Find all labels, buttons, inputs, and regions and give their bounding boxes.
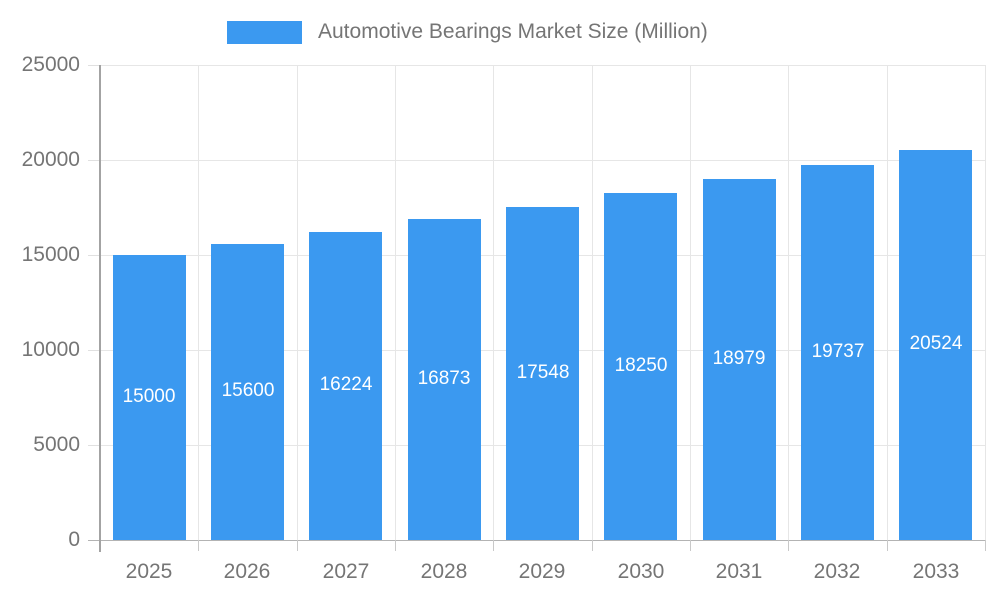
x-tick bbox=[985, 540, 986, 551]
y-tick bbox=[88, 65, 100, 66]
y-tick bbox=[88, 350, 100, 351]
x-tick bbox=[395, 540, 396, 551]
bar-2030[interactable] bbox=[604, 193, 677, 540]
legend-label: Automotive Bearings Market Size (Million… bbox=[318, 20, 708, 43]
x-tick-label: 2028 bbox=[420, 560, 468, 583]
chart-legend: Automotive Bearings Market Size (Million… bbox=[227, 20, 708, 44]
bar-2033[interactable] bbox=[899, 150, 972, 540]
x-tick-label: 2032 bbox=[813, 560, 861, 583]
bar-2026[interactable] bbox=[211, 244, 284, 540]
x-tick-label: 2026 bbox=[223, 560, 271, 583]
x-tick-label: 2033 bbox=[912, 560, 960, 583]
x-tick bbox=[592, 540, 593, 551]
bar-value-label: 20524 bbox=[909, 333, 963, 354]
y-tick-label: 5000 bbox=[33, 433, 80, 456]
bar-value-label: 19737 bbox=[811, 341, 865, 362]
bar-2027[interactable] bbox=[309, 232, 382, 540]
bar-value-label: 18979 bbox=[712, 348, 766, 369]
bar-2031[interactable] bbox=[703, 179, 776, 540]
bar-2025[interactable] bbox=[113, 255, 186, 540]
bar-2028[interactable] bbox=[408, 219, 481, 540]
y-tick-label: 20000 bbox=[21, 148, 80, 171]
x-tick bbox=[690, 540, 691, 551]
legend-swatch bbox=[227, 20, 302, 44]
x-tick-label: 2027 bbox=[322, 560, 370, 583]
x-tick bbox=[493, 540, 494, 551]
x-tick-label: 2025 bbox=[125, 560, 173, 583]
category-gridline bbox=[493, 65, 494, 540]
x-tick bbox=[297, 540, 298, 551]
bar-2029[interactable] bbox=[506, 207, 579, 540]
y-tick bbox=[88, 255, 100, 256]
y-tick-label: 0 bbox=[68, 528, 80, 551]
bar-value-label: 16873 bbox=[417, 368, 471, 389]
category-gridline bbox=[788, 65, 789, 540]
bar-value-label: 18250 bbox=[614, 355, 668, 376]
x-axis-baseline bbox=[88, 540, 985, 541]
y-gridline bbox=[100, 160, 985, 161]
category-gridline bbox=[198, 65, 199, 540]
y-tick-label: 10000 bbox=[21, 338, 80, 361]
bar-value-label: 17548 bbox=[516, 362, 570, 383]
bar-value-label: 16224 bbox=[319, 374, 373, 395]
bar-2032[interactable] bbox=[801, 165, 874, 540]
category-gridline bbox=[395, 65, 396, 540]
y-tick-label: 25000 bbox=[21, 53, 80, 76]
category-gridline bbox=[592, 65, 593, 540]
category-gridline bbox=[887, 65, 888, 540]
bar-value-label: 15600 bbox=[221, 380, 275, 401]
y-gridline bbox=[100, 65, 985, 66]
x-tick-label: 2029 bbox=[518, 560, 566, 583]
x-tick bbox=[198, 540, 199, 551]
category-gridline bbox=[985, 65, 986, 540]
x-tick-label: 2030 bbox=[617, 560, 665, 583]
category-gridline bbox=[297, 65, 298, 540]
y-tick bbox=[88, 445, 100, 446]
y-tick bbox=[88, 160, 100, 161]
bar-value-label: 15000 bbox=[122, 386, 176, 407]
x-tick bbox=[788, 540, 789, 551]
x-tick bbox=[887, 540, 888, 551]
x-tick-label: 2031 bbox=[715, 560, 763, 583]
y-tick-label: 15000 bbox=[21, 243, 80, 266]
y-axis-line bbox=[99, 65, 101, 552]
category-gridline bbox=[690, 65, 691, 540]
